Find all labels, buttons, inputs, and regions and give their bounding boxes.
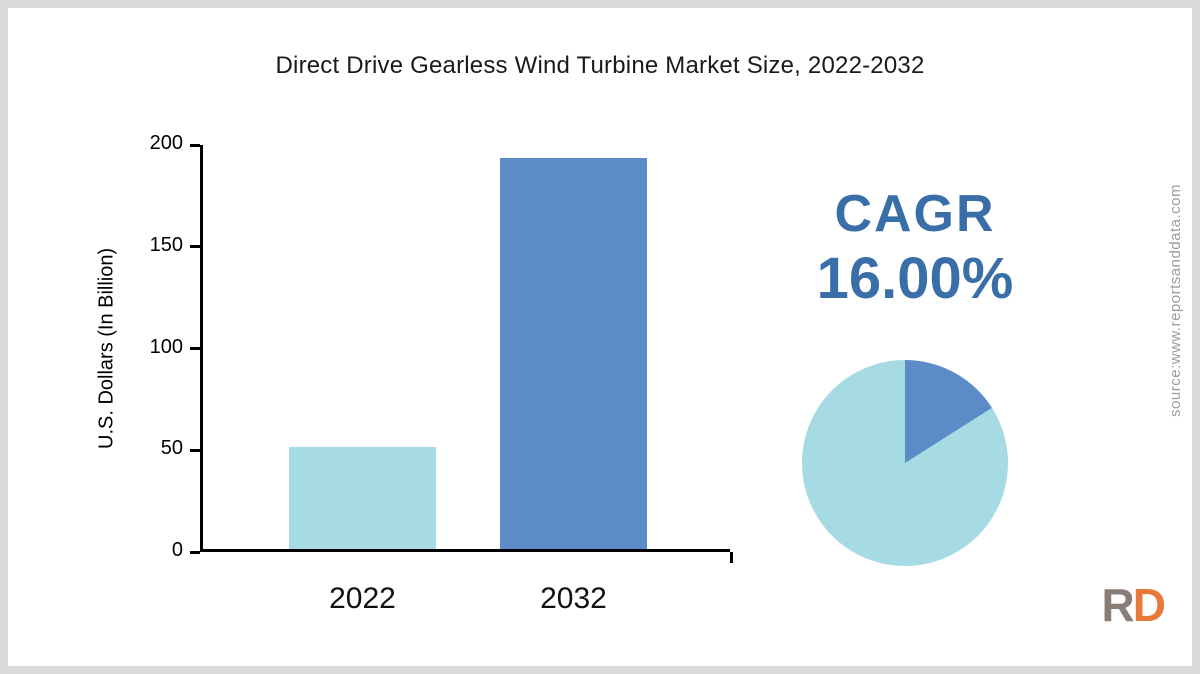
logo-letter-r: R bbox=[1101, 579, 1135, 631]
y-axis-tick bbox=[190, 550, 200, 554]
y-axis-tick-label: 150 bbox=[149, 233, 183, 256]
y-axis-tick bbox=[190, 448, 200, 452]
source-credit: source:www.reportsanddata.com bbox=[1167, 184, 1184, 417]
x-axis-label-2022: 2022 bbox=[329, 582, 396, 615]
y-axis-tick-label: 200 bbox=[149, 132, 183, 154]
y-axis-label: U.S. Dollars (In Billion) bbox=[95, 247, 118, 450]
y-axis-tick-label: 0 bbox=[171, 539, 183, 561]
brand-logo: RD bbox=[1101, 579, 1166, 631]
bar-2032 bbox=[500, 158, 647, 549]
bar-chart-plot-area: 0 50 100 150 200 2022 2032 bbox=[150, 132, 733, 615]
x-axis-end-tick bbox=[730, 552, 733, 563]
y-axis-tick-label: 100 bbox=[149, 335, 183, 358]
chart-title: Direct Drive Gearless Wind Turbine Marke… bbox=[275, 52, 925, 79]
y-axis-tick bbox=[190, 347, 200, 350]
cagr-value: 16.00% bbox=[816, 246, 1014, 312]
y-axis-tick-label: 50 bbox=[160, 437, 183, 460]
logo-letter-d: D bbox=[1132, 579, 1166, 631]
pie-chart bbox=[802, 360, 1008, 566]
bar-2022 bbox=[289, 447, 436, 549]
y-axis-tick bbox=[190, 143, 200, 147]
cagr-label: CAGR bbox=[834, 185, 996, 243]
x-axis-label-2032: 2032 bbox=[540, 582, 607, 615]
cagr-block: CAGR 16.00% bbox=[750, 185, 1080, 312]
y-axis-tick bbox=[190, 245, 200, 249]
